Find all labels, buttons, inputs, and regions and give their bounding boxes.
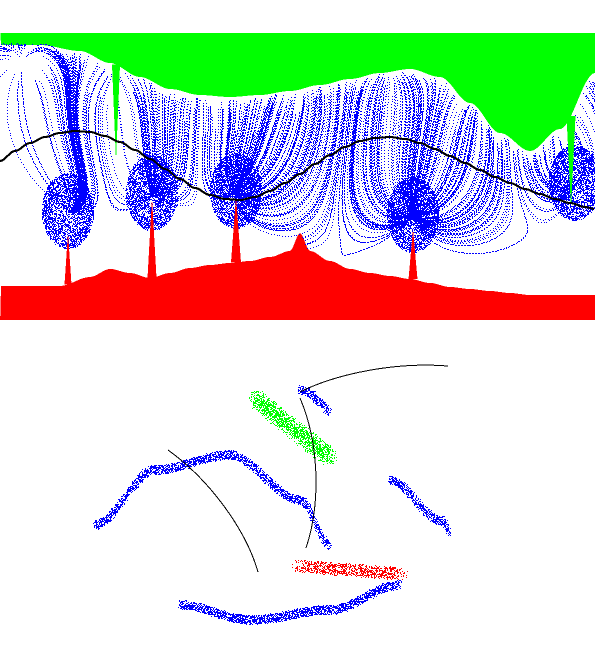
surface-svg (0, 330, 603, 640)
planar-field-svg (0, 33, 595, 320)
surface-panel (0, 330, 603, 640)
surface-panel-background (0, 330, 603, 640)
planar-field-panel (0, 33, 595, 320)
